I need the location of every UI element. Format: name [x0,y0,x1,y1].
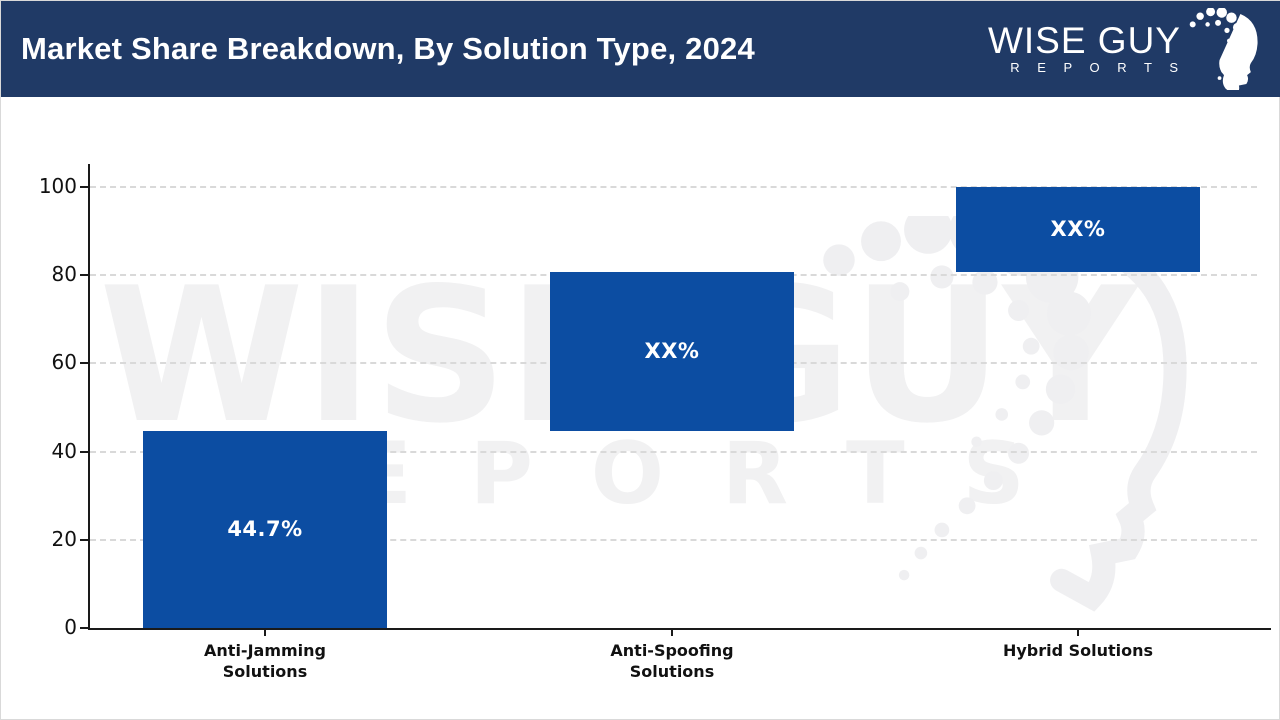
bar-value-label: XX% [644,339,700,364]
category-label-line: Anti-Spoofing [610,641,734,660]
head-dots-icon [1189,8,1258,90]
x-tick-mark [671,630,673,636]
gridline [90,538,1257,541]
x-tick-mark [1077,630,1079,636]
logo-text: WISE GUY R E P O R T S [988,22,1181,76]
y-tick-mark [80,450,88,453]
x-axis-line [88,628,1271,630]
wiseguy-logo: WISE GUY R E P O R T S [988,8,1263,90]
y-tick-mark [80,274,88,277]
category-label: Anti-Spoofing Solutions [522,640,822,682]
y-tick-mark [80,186,88,188]
bar-value-label: 44.7% [227,517,303,542]
x-tick-mark [264,630,266,636]
category-label: Anti-Jamming Solutions [115,640,415,682]
y-tick-label: 40 [51,438,77,463]
y-tick-mark [80,538,88,541]
bar: XX% [956,187,1200,272]
y-tick-mark [80,627,88,629]
y-axis-line [88,164,90,630]
category-label: Hybrid Solutions [928,640,1228,661]
category-label-line: Solutions [222,662,308,681]
category-label-line: Anti-Jamming [204,641,326,660]
logo-reports-text: R E P O R T S [1010,60,1185,75]
category-label-line: Solutions [629,662,715,681]
bar: 44.7% [143,430,387,628]
y-tick-label: 20 [51,526,77,551]
y-tick-label: 100 [38,174,77,198]
gridline [90,450,1257,453]
bar-value-label: XX% [1050,217,1106,242]
gridline [90,186,1257,188]
page-title: Market Share Breakdown, By Solution Type… [21,31,755,66]
bar: XX% [550,271,794,431]
logo-wordmark: WISE GUY [987,20,1181,61]
y-tick-label: 60 [51,350,77,375]
y-tick-mark [80,362,88,365]
header: Market Share Breakdown, By Solution Type… [1,1,1280,97]
category-label-line: Hybrid Solutions [1002,641,1154,660]
y-tick-label: 80 [51,262,77,287]
y-tick-label: 0 [64,615,77,639]
